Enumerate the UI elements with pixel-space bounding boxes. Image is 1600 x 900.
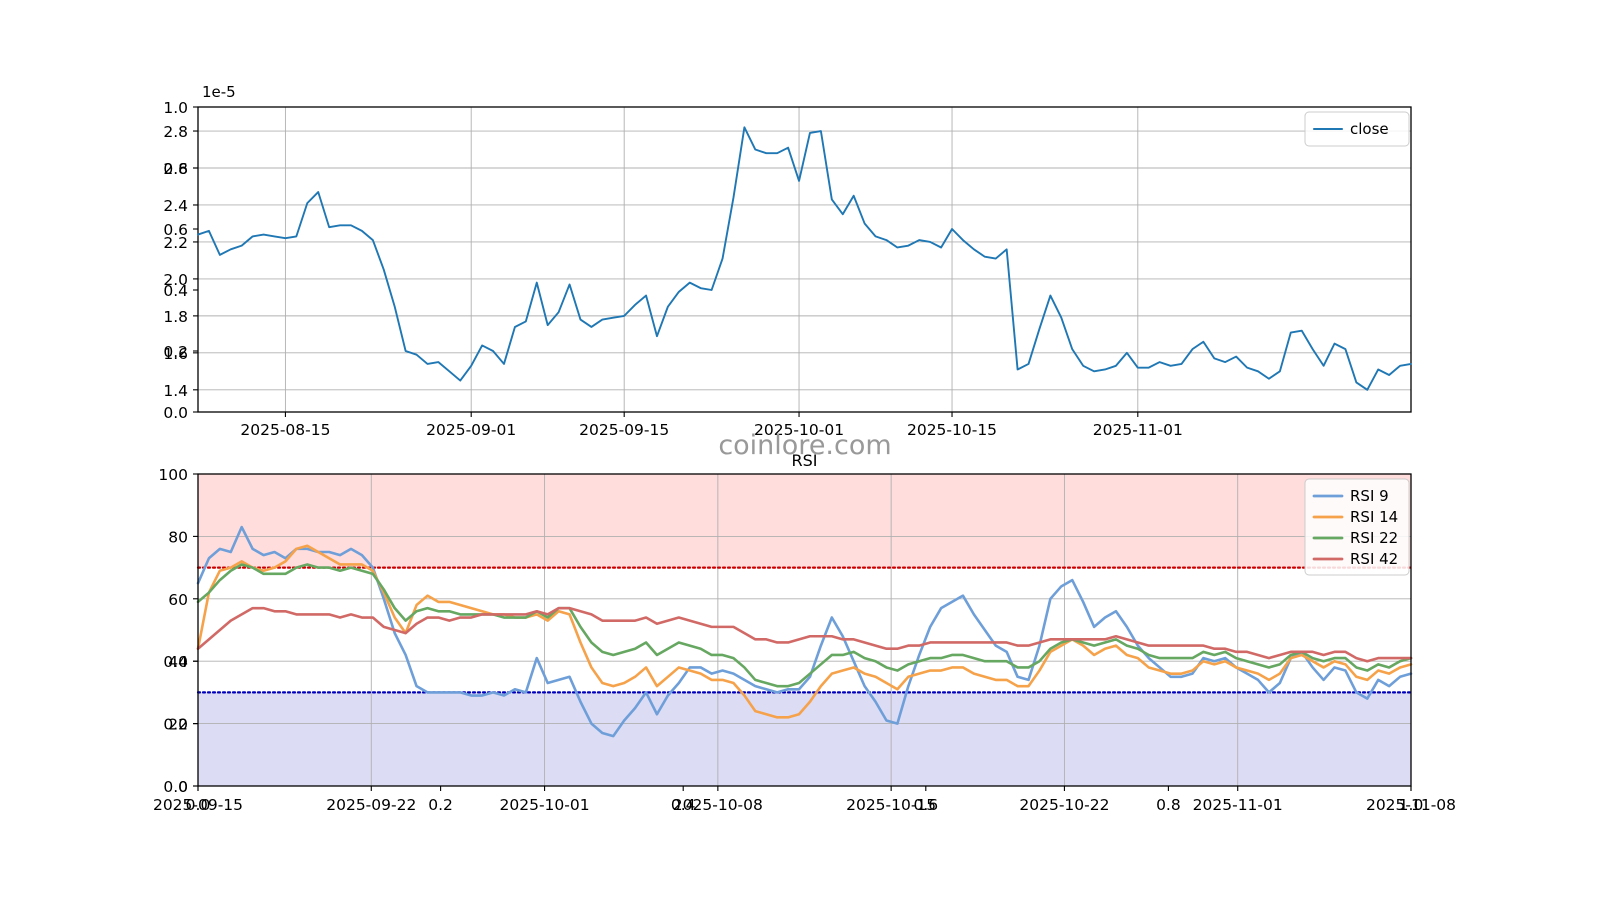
watermark-label: coinlore.com xyxy=(718,430,891,461)
rsi-xtick-label: 2025-11-01 xyxy=(1193,796,1283,814)
price-overlay-ytick-label: 0.0 xyxy=(163,404,188,422)
price-ytick-label: 2.8 xyxy=(163,123,188,141)
price-xtick-label: 2025-10-01 xyxy=(754,421,844,439)
price-axes-frame xyxy=(197,106,1412,413)
price-chart-panel: 2.8 2.6 2.4 2.2 2.0 1.8 1.6 1.4 1.0 0.8 0.6 0.4 0.2 0… xyxy=(163,83,1412,439)
rsi-xtick-label: 2025-09-22 xyxy=(326,796,416,814)
rsi-line-rsi-22 xyxy=(196,563,1413,688)
price-overlay-ytick-label: 0.6 xyxy=(163,221,188,239)
price-legend-box[interactable] xyxy=(1304,111,1410,147)
rsi-ytick-label: 80 xyxy=(168,528,188,546)
price-xtick-label: 2025-08-15 xyxy=(240,421,330,439)
rsi-overlay-xtick-label: 0.8 xyxy=(1156,796,1181,814)
price-xtick-label: 2025-10-15 xyxy=(907,421,997,439)
rsi-line-rsi-42 xyxy=(196,606,1413,663)
price-xtick-label: 2025-11-01 xyxy=(1093,421,1183,439)
rsi-xtick-label: 2025-10-22 xyxy=(1019,796,1109,814)
rsi-axes-frame xyxy=(197,473,1412,787)
rsi-legend-box[interactable] xyxy=(1304,478,1410,576)
rsi-xtick-label: 2025-10-15 xyxy=(846,796,936,814)
rsi-ytick-label: 0 xyxy=(178,778,188,796)
rsi-line-rsi-14 xyxy=(196,544,1413,719)
rsi-overlay-xtick-label: 0.2 xyxy=(428,796,453,814)
price-ytick-label: 1.4 xyxy=(163,382,188,400)
rsi-ytick-label: 40 xyxy=(168,653,188,671)
rsi-ytick-label: 20 xyxy=(168,716,188,734)
rsi-legend-label-rsi-9: RSI 9 xyxy=(1350,487,1389,505)
price-overlay-ytick-label: 0.2 xyxy=(163,343,188,361)
rsi-overlay-ytick-label: 0.2 xyxy=(163,716,188,734)
price-ytick-label: 2.6 xyxy=(163,160,188,178)
rsi-legend-label-rsi-14: RSI 14 xyxy=(1350,508,1398,526)
price-ytick-label: 2.2 xyxy=(163,234,188,252)
rsi-overlay-ytick-label: 0.0 xyxy=(163,778,188,796)
rsi-legend-label-rsi-22: RSI 22 xyxy=(1350,529,1398,547)
rsi-line-rsi-9 xyxy=(196,525,1413,738)
rsi-overlay-xtick-label: 1.0 xyxy=(1399,796,1424,814)
price-overlay-ytick-label: 0.4 xyxy=(163,282,188,300)
overbought-band xyxy=(198,474,1411,568)
rsi-panel-title: RSI xyxy=(792,451,818,470)
rsi-overlay-ytick-label: 0.4 xyxy=(163,653,188,671)
rsi-ytick-label: 100 xyxy=(158,466,188,484)
rsi-xtick-label: 2025-10-08 xyxy=(673,796,763,814)
rsi-legend-label-rsi-42: RSI 42 xyxy=(1350,550,1398,568)
price-xtick-label: 2025-09-15 xyxy=(579,421,669,439)
rsi-overlay-xtick-label: 0.6 xyxy=(913,796,938,814)
price-yaxis-offset-text: 1e-5 xyxy=(202,83,236,101)
rsi-ytick-label: 60 xyxy=(168,591,188,609)
price-overlay-ytick-label: 1.0 xyxy=(163,99,188,117)
rsi-xtick-label: 2025-11-08 xyxy=(1366,796,1456,814)
price-ytick-label: 1.6 xyxy=(163,345,188,363)
price-ytick-label: 2.4 xyxy=(163,197,188,215)
price-overlay-ytick-label: 0.8 xyxy=(163,160,188,178)
price-legend-label-close: close xyxy=(1350,120,1389,138)
close-price-line xyxy=(197,126,1412,391)
price-ytick-label: 1.8 xyxy=(163,308,188,326)
price-xtick-label: 2025-09-01 xyxy=(426,421,516,439)
price-ytick-label: 2.0 xyxy=(163,271,188,289)
rsi-xtick-label: 2025-09-15 xyxy=(153,796,243,814)
rsi-overlay-xtick-label: 0.4 xyxy=(671,796,696,814)
rsi-overlay-xtick-label: 0.0 xyxy=(186,796,211,814)
rsi-xtick-label: 2025-10-01 xyxy=(500,796,590,814)
